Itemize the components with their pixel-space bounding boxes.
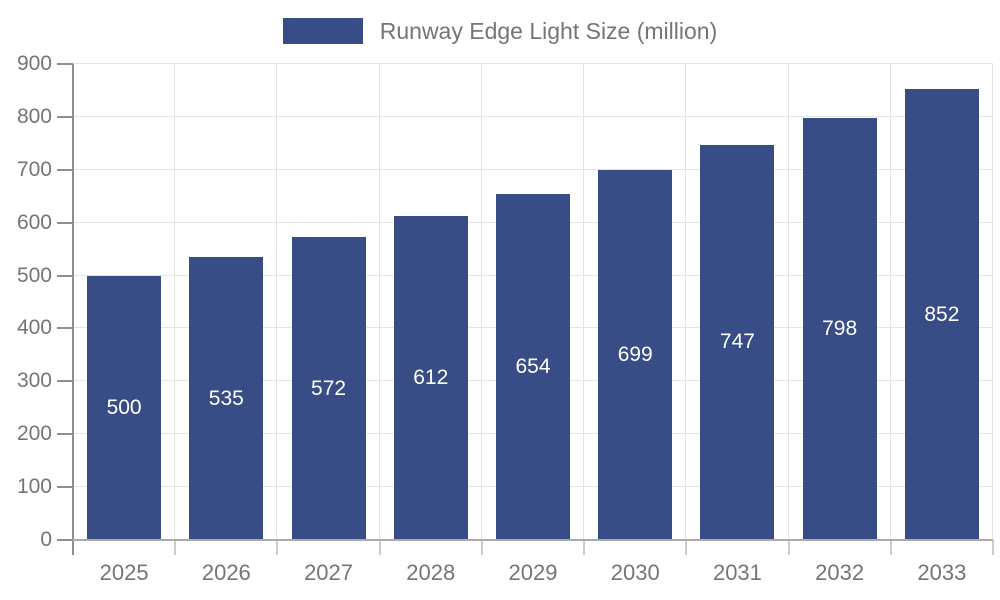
- y-axis-tick: [57, 274, 73, 277]
- x-axis-line: [73, 539, 993, 541]
- bar-value-label: 852: [924, 302, 960, 326]
- bar-value-label: 798: [822, 316, 858, 340]
- bar: [802, 117, 877, 540]
- v-gridline: [992, 64, 993, 540]
- x-axis-tick: [276, 540, 279, 555]
- y-axis-tick-label: 900: [16, 52, 52, 75]
- y-axis-tick: [57, 433, 73, 436]
- bar-value-label: 535: [208, 386, 244, 410]
- v-gridline: [480, 64, 482, 540]
- bar-value-label: 699: [617, 343, 653, 367]
- y-axis-tick: [57, 380, 73, 383]
- y-axis-tick-label: 400: [16, 316, 52, 340]
- x-axis-tick: [889, 540, 892, 555]
- bar: [496, 194, 570, 540]
- x-axis-tick-label: 2031: [712, 560, 762, 585]
- x-axis-tick: [480, 540, 483, 555]
- y-axis-tick-label: 100: [16, 475, 52, 499]
- x-axis-tick: [583, 540, 586, 555]
- bar: [291, 237, 366, 540]
- y-axis-tick: [57, 327, 73, 330]
- y-axis-tick-label: 200: [16, 422, 52, 446]
- x-axis-tick: [992, 540, 994, 555]
- bar: [904, 89, 979, 540]
- y-axis-tick: [57, 115, 73, 118]
- y-axis-tick-label: 500: [16, 263, 52, 287]
- h-gridline: [73, 115, 993, 117]
- x-axis-tick: [174, 540, 177, 555]
- v-gridline: [889, 64, 891, 540]
- legend: Runway Edge Light Size (million): [0, 17, 1000, 45]
- y-axis-tick-label: 600: [16, 210, 52, 234]
- x-axis-tick: [685, 540, 688, 555]
- h-gridline: [73, 168, 993, 170]
- bar-value-label: 500: [106, 395, 142, 419]
- y-axis-tick-label: 700: [16, 157, 52, 181]
- bar-value-label: 572: [311, 376, 347, 400]
- bar: [393, 216, 468, 540]
- legend-swatch: [282, 18, 363, 44]
- x-axis-tick-label: 2029: [508, 560, 558, 585]
- y-axis-tick-label: 800: [16, 104, 52, 128]
- y-axis-line: [72, 64, 74, 555]
- x-axis-tick: [378, 540, 381, 555]
- y-axis-tick: [57, 168, 73, 171]
- y-axis-tick: [57, 486, 73, 489]
- h-gridline: [73, 63, 993, 64]
- y-axis-tick: [57, 221, 73, 224]
- v-gridline: [685, 64, 687, 540]
- x-axis-tick-label: 2030: [610, 560, 660, 585]
- y-axis-tick-label: 0: [40, 528, 52, 551]
- y-axis-tick-label: 300: [16, 369, 52, 393]
- bar-value-label: 654: [515, 355, 551, 379]
- y-axis-tick: [57, 539, 73, 541]
- v-gridline: [378, 64, 380, 540]
- bar-value-label: 747: [719, 330, 755, 354]
- x-axis-tick-label: 2033: [917, 560, 967, 585]
- y-axis-tick: [57, 63, 73, 65]
- v-gridline: [174, 64, 176, 540]
- v-gridline: [787, 64, 789, 540]
- bar: [189, 257, 264, 540]
- bar: [87, 275, 162, 540]
- x-axis-tick-label: 2032: [815, 560, 865, 585]
- bar: [700, 144, 775, 540]
- legend-label: Runway Edge Light Size (million): [379, 18, 718, 44]
- x-axis-tick-label: 2027: [304, 560, 354, 585]
- x-axis-tick-label: 2026: [201, 560, 251, 585]
- bar-value-label: 612: [413, 366, 449, 390]
- v-gridline: [583, 64, 585, 540]
- x-axis-tick-label: 2028: [406, 560, 456, 585]
- x-axis-tick-label: 2025: [99, 560, 149, 585]
- v-gridline: [276, 64, 278, 540]
- x-axis-tick: [787, 540, 790, 555]
- bar: [598, 170, 673, 540]
